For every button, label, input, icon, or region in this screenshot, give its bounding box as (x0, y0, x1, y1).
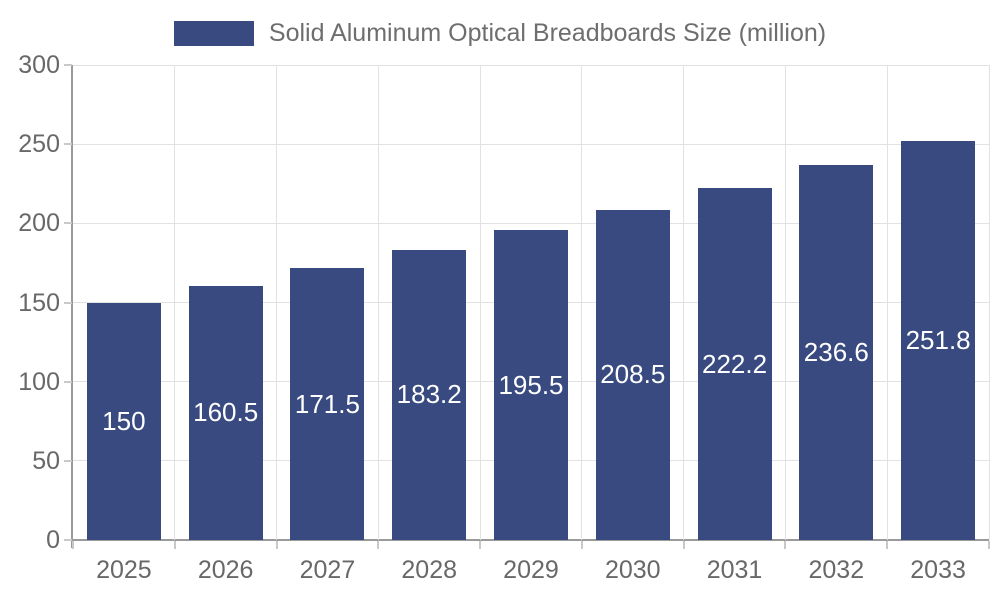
bar[interactable]: 251.8 (901, 141, 976, 540)
bar-value-label: 160.5 (193, 397, 259, 428)
bar-value-label: 171.5 (294, 388, 360, 419)
y-axis-tick-mark (64, 380, 72, 383)
y-axis-tick-label: 0 (46, 526, 60, 554)
bar[interactable]: 183.2 (392, 249, 467, 540)
x-axis-tick-label: 2027 (299, 556, 356, 584)
bar[interactable]: 222.2 (697, 188, 772, 540)
bar[interactable]: 171.5 (290, 268, 365, 540)
x-axis-tick-mark (988, 541, 990, 549)
legend-swatch-icon (173, 20, 254, 46)
h-gridline (73, 64, 989, 66)
y-axis-tick-mark (64, 539, 72, 541)
y-axis-tick-mark (64, 301, 72, 304)
x-axis-tick-mark (479, 541, 482, 549)
bar-value-label: 183.2 (396, 379, 462, 410)
x-axis-tick-mark (377, 541, 380, 549)
bar-value-label: 195.5 (498, 369, 564, 400)
x-axis-tick-mark (72, 541, 74, 549)
bar-value-label: 208.5 (600, 359, 666, 390)
x-axis-tick-label: 2030 (604, 556, 661, 584)
x-axis-tick-mark (784, 541, 787, 549)
v-gridline (479, 65, 481, 540)
v-gridline (886, 65, 888, 540)
y-axis-tick-label: 100 (18, 367, 60, 396)
v-gridline (276, 65, 278, 540)
legend-label: Solid Aluminum Optical Breadboards Size … (268, 19, 827, 47)
y-axis-line (71, 65, 73, 548)
v-gridline (377, 65, 379, 540)
plot-area: 150 160.5 171.5 183.2 195.5 208.5 222.2 236.6 25… (73, 64, 990, 540)
x-axis-tick-label: 2032 (808, 556, 865, 584)
bar-value-label: 150 (102, 405, 146, 436)
y-axis-tick-label: 200 (18, 209, 60, 238)
x-axis-tick-label: 2029 (503, 556, 559, 584)
x-axis-tick-mark (682, 541, 685, 549)
h-gridline (73, 143, 989, 145)
v-gridline (683, 65, 685, 540)
y-axis-tick-mark (64, 222, 72, 225)
x-axis-tick-mark (275, 541, 278, 549)
x-axis-tick-mark (173, 541, 176, 549)
x-axis-line (71, 539, 989, 541)
x-axis-tick-label: 2025 (96, 556, 152, 584)
v-gridline (174, 65, 176, 540)
y-axis-tick-label: 150 (18, 288, 60, 317)
bar[interactable]: 150 (86, 302, 161, 540)
bar[interactable]: 208.5 (595, 209, 670, 540)
bar[interactable]: 160.5 (188, 285, 263, 540)
y-axis-tick-mark (64, 143, 72, 146)
bar[interactable]: 195.5 (494, 230, 568, 540)
x-axis-tick-mark (580, 541, 583, 549)
y-axis-tick-mark (64, 64, 72, 66)
x-axis-tick-label: 2033 (910, 556, 966, 584)
y-axis-tick-label: 300 (18, 51, 60, 79)
y-axis-tick-label: 50 (32, 446, 60, 475)
v-gridline (988, 65, 990, 540)
bar-value-label: 236.6 (803, 337, 869, 368)
y-axis-tick-mark (64, 459, 72, 462)
x-axis-tick-mark (886, 541, 889, 549)
x-axis-tick-label: 2031 (706, 556, 763, 584)
v-gridline (581, 65, 583, 540)
h-gridline (73, 222, 989, 224)
v-gridline (784, 65, 786, 540)
legend[interactable]: Solid Aluminum Optical Breadboards Size … (0, 16, 1000, 50)
x-axis-tick-label: 2028 (401, 556, 458, 584)
y-axis-tick-label: 250 (18, 130, 60, 159)
x-axis-tick-label: 2026 (197, 556, 254, 584)
bar-value-label: 251.8 (905, 325, 971, 356)
bar[interactable]: 236.6 (799, 165, 874, 540)
bar-value-label: 222.2 (702, 348, 768, 379)
